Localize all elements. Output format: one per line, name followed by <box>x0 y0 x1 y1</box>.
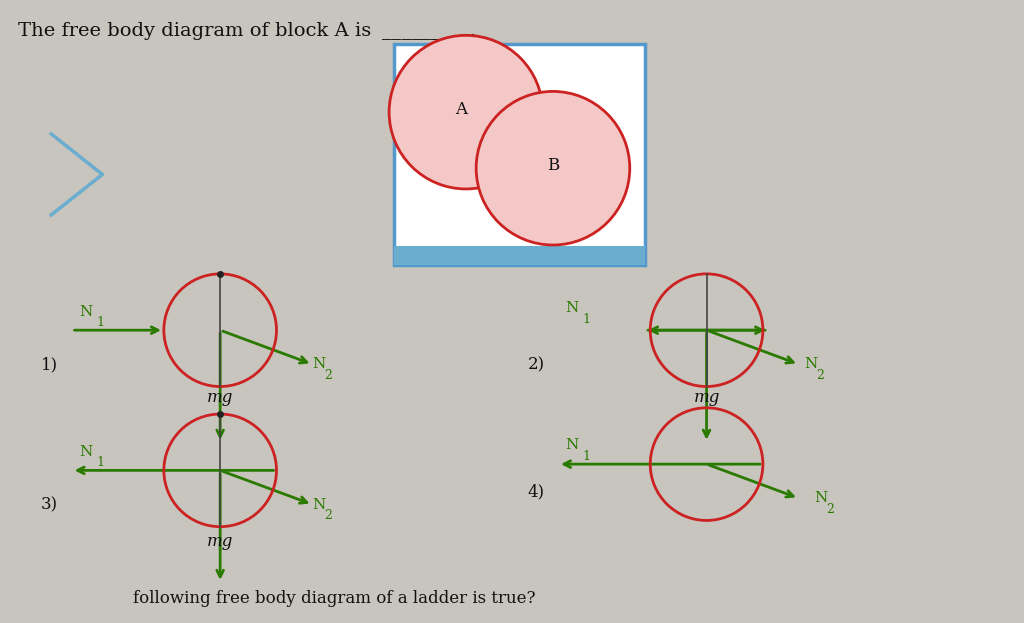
Text: N: N <box>312 358 326 371</box>
Text: N: N <box>565 302 579 315</box>
Text: 2: 2 <box>826 503 835 516</box>
Text: ________: ________ <box>382 22 460 40</box>
Text: 1: 1 <box>96 457 104 469</box>
Text: N: N <box>804 358 817 371</box>
Text: 4): 4) <box>527 483 545 501</box>
Text: N: N <box>814 492 827 505</box>
Text: The free body diagram of block A is: The free body diagram of block A is <box>18 22 372 40</box>
Text: N: N <box>79 305 92 318</box>
Text: 2: 2 <box>325 369 333 382</box>
FancyBboxPatch shape <box>394 44 645 265</box>
Ellipse shape <box>389 36 543 189</box>
Text: 3): 3) <box>41 496 58 513</box>
Text: 1): 1) <box>41 356 58 373</box>
Text: mg: mg <box>207 533 233 549</box>
Text: 1: 1 <box>96 316 104 329</box>
Text: N: N <box>79 445 92 459</box>
Bar <box>394 246 645 265</box>
Text: 1: 1 <box>583 450 591 463</box>
Text: 2): 2) <box>527 356 545 373</box>
Ellipse shape <box>476 92 630 245</box>
Text: 1: 1 <box>583 313 591 326</box>
Text: mg: mg <box>207 389 233 406</box>
Text: B: B <box>547 156 559 174</box>
Text: N: N <box>565 439 579 452</box>
Text: N: N <box>312 498 326 511</box>
Text: .: . <box>469 22 475 40</box>
Text: following free body diagram of a ladder is true?: following free body diagram of a ladder … <box>133 591 536 607</box>
Text: A: A <box>455 100 467 118</box>
Text: mg: mg <box>693 389 720 406</box>
Text: 2: 2 <box>816 369 824 382</box>
Text: 2: 2 <box>325 510 333 522</box>
